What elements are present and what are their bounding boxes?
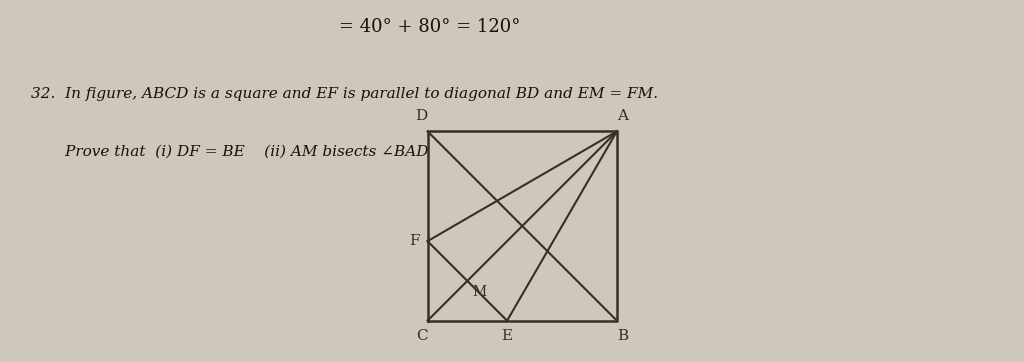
Text: C: C bbox=[417, 329, 428, 342]
Text: B: B bbox=[616, 329, 628, 342]
Text: = 40° + 80° = 120°: = 40° + 80° = 120° bbox=[339, 18, 521, 36]
Text: A: A bbox=[616, 109, 628, 123]
Text: F: F bbox=[410, 234, 420, 248]
Text: 32.  In figure, ABCD is a square and EF is parallel to diagonal BD and EM = FM.: 32. In figure, ABCD is a square and EF i… bbox=[31, 87, 657, 101]
Text: E: E bbox=[502, 329, 513, 342]
Text: Prove that  (i) DF = BE    (ii) AM bisects ∠BAD: Prove that (i) DF = BE (ii) AM bisects ∠… bbox=[31, 145, 428, 159]
Text: M: M bbox=[473, 285, 486, 299]
Text: D: D bbox=[416, 109, 428, 123]
